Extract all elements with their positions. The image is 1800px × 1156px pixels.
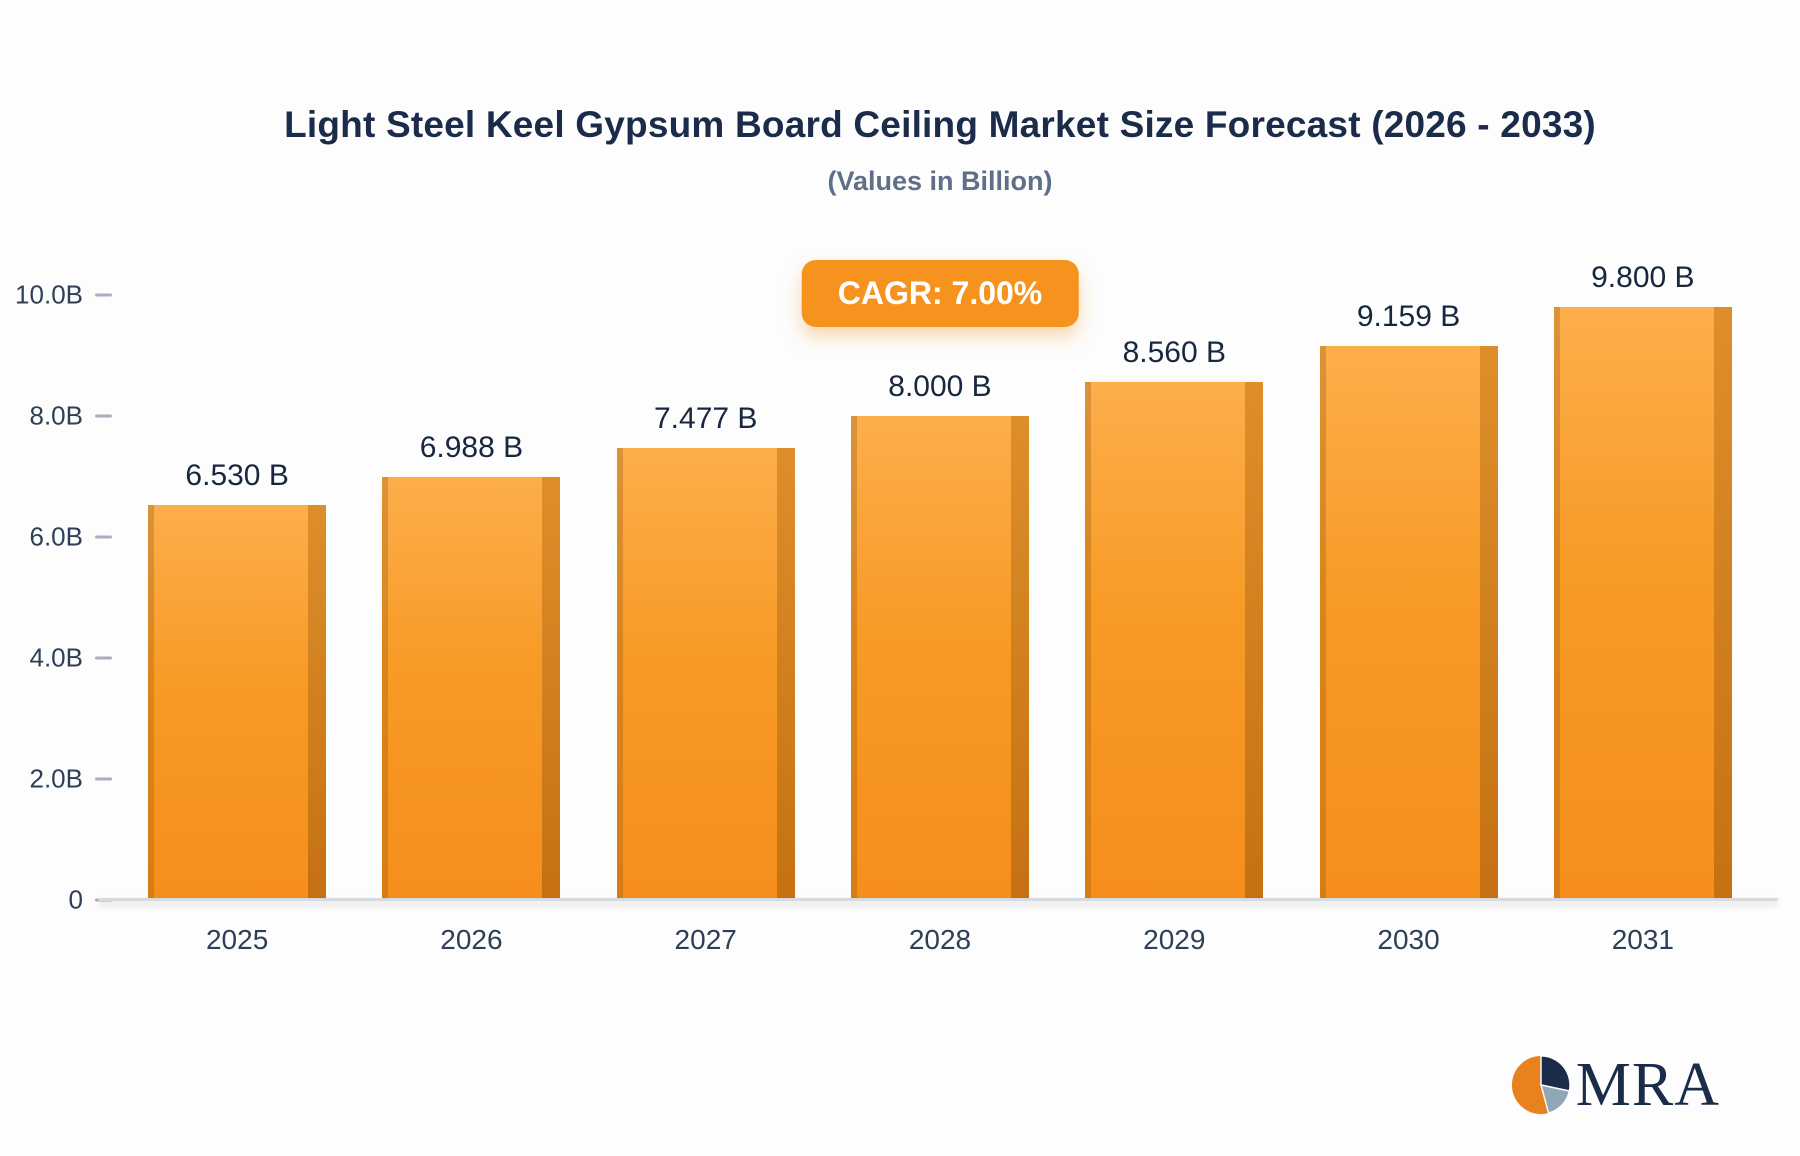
bar xyxy=(1085,382,1264,900)
brand-logo: MRA xyxy=(1510,1054,1720,1116)
bar-value-label: 8.000 B xyxy=(888,370,992,403)
x-tick-label: 2026 xyxy=(440,924,503,955)
x-axis: 2025 2026 2027 2028 2029 2030 2031 xyxy=(120,916,1760,960)
y-tick: 8.0B xyxy=(29,400,112,432)
bar-group: 6.988 B xyxy=(354,431,588,900)
logo-text: MRA xyxy=(1575,1051,1720,1119)
bar-value-label: 8.560 B xyxy=(1122,336,1226,370)
bar-group: 9.800 B xyxy=(1526,261,1760,900)
y-tick-label: 8.0B xyxy=(29,400,84,431)
x-tick-label: 2031 xyxy=(1611,924,1674,955)
y-tick: 10.0B xyxy=(15,280,112,311)
bar-group: 8.560 B xyxy=(1057,336,1291,900)
x-tick-label: 2029 xyxy=(1143,924,1206,955)
y-tick-label: 10.0B xyxy=(15,279,83,310)
chart-header: Light Steel Keel Gypsum Board Ceiling Ma… xyxy=(120,104,1760,197)
bar-value-label: 6.988 B xyxy=(419,431,524,465)
x-tick-label: 2027 xyxy=(674,924,737,955)
y-tick-mark xyxy=(95,656,112,660)
x-tick-label: 2030 xyxy=(1377,924,1440,955)
y-tick-label: 6.0B xyxy=(29,521,84,552)
chart-title: Light Steel Keel Gypsum Board Ceiling Ma… xyxy=(284,104,1596,145)
bar xyxy=(382,477,561,900)
chart-subtitle: (Values in Billion) xyxy=(827,166,1053,196)
bar xyxy=(850,416,1029,900)
y-tick-mark xyxy=(95,535,112,539)
logo-pie-icon xyxy=(1511,1055,1571,1115)
y-tick: 2.0B xyxy=(29,763,112,795)
y-tick-mark xyxy=(95,414,112,418)
x-axis-line xyxy=(98,898,1778,901)
y-tick-label: 0 xyxy=(68,884,83,915)
bar-value-label: 9.800 B xyxy=(1591,261,1695,295)
y-tick-label: 2.0B xyxy=(29,763,84,794)
bar xyxy=(1319,345,1498,901)
y-tick: 4.0B xyxy=(29,642,112,674)
bar xyxy=(1553,307,1732,900)
bar xyxy=(148,504,327,901)
bar-group: 8.000 B xyxy=(823,370,1057,900)
y-tick-mark xyxy=(95,777,112,781)
bar-group: 7.477 B xyxy=(589,401,823,901)
bar-value-label: 6.530 B xyxy=(185,458,289,492)
cagr-badge: CAGR: 7.00% xyxy=(801,260,1079,327)
bar-group: 6.530 B xyxy=(120,458,354,901)
x-tick-label: 2025 xyxy=(205,924,269,955)
bar-value-label: 9.159 B xyxy=(1356,299,1461,333)
bar-value-label: 7.477 B xyxy=(653,401,758,435)
x-tick-label: 2028 xyxy=(908,924,972,955)
y-tick-mark xyxy=(95,293,112,297)
bar xyxy=(616,447,795,901)
plot-area: 6.530 B 6.988 B 7.477 B 8.000 B 8.560 B 9.159… xyxy=(120,261,1760,901)
y-tick: 6.0B xyxy=(29,521,112,553)
y-axis: 10.0B 8.0B 6.0B 4.0B 2.0B 0 xyxy=(0,280,112,915)
bar-group: 9.159 B xyxy=(1291,299,1525,901)
y-tick-label: 4.0B xyxy=(29,642,84,673)
